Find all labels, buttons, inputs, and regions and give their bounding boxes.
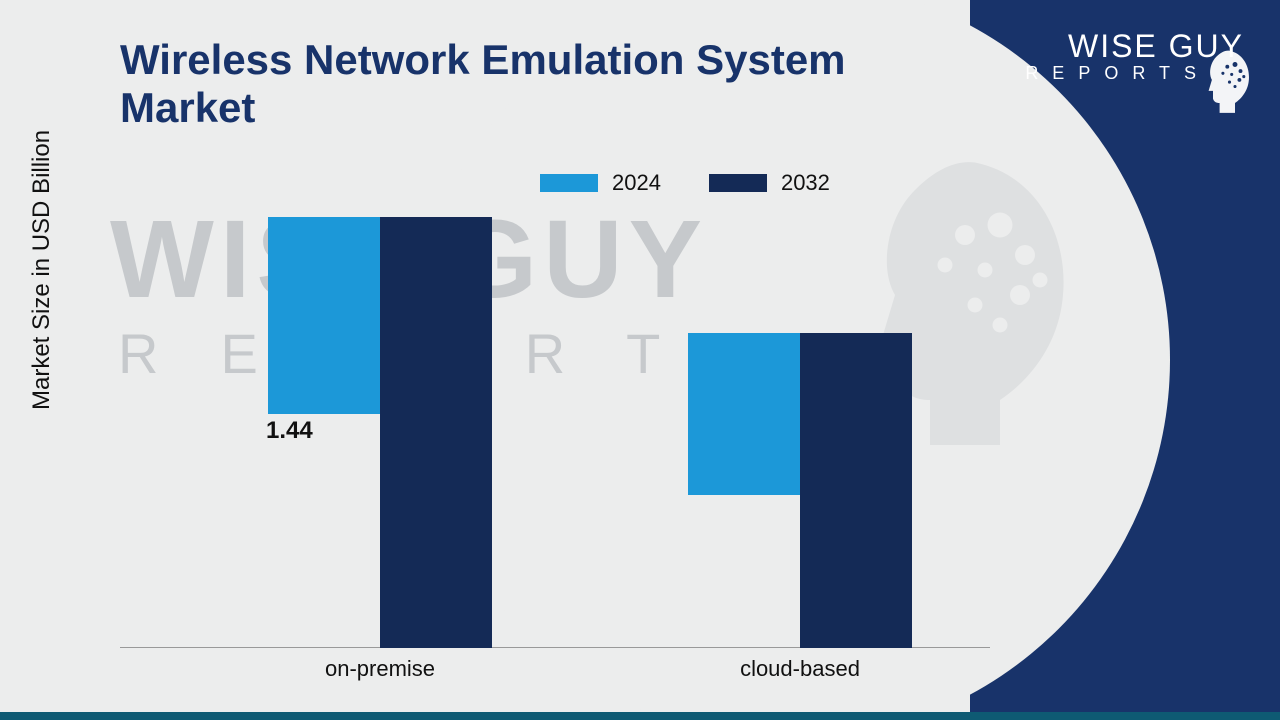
logo-head-icon <box>1196 48 1252 114</box>
bar-group: cloud-based <box>680 333 920 648</box>
logo-text-sub: REPORTS <box>1025 63 1210 84</box>
legend-item: 2032 <box>709 170 830 196</box>
legend-label: 2032 <box>781 170 830 196</box>
bottom-accent-bar <box>0 712 1280 720</box>
y-axis-label: Market Size in USD Billion <box>28 130 56 410</box>
legend-label: 2024 <box>612 170 661 196</box>
chart-title: Wireless Network Emulation System Market <box>120 36 900 133</box>
bar <box>688 333 800 495</box>
bar <box>800 333 912 648</box>
brand-logo: WISE GUY REPORTS <box>1025 28 1244 84</box>
legend-item: 2024 <box>540 170 661 196</box>
legend-swatch <box>709 174 767 192</box>
bar <box>268 217 380 414</box>
bar <box>380 217 492 648</box>
chart-plot: 1.44on-premise cloud-based <box>120 210 990 648</box>
bar-value-label: 1.44 <box>266 417 313 445</box>
chart-legend: 2024 2032 <box>540 170 830 196</box>
category-label: on-premise <box>325 656 435 682</box>
category-label: cloud-based <box>740 656 860 682</box>
bar-group: 1.44on-premise <box>260 217 500 648</box>
infographic-canvas: WISE GUY REPORTS Wireless Network Emulat… <box>0 0 1280 720</box>
legend-swatch <box>540 174 598 192</box>
